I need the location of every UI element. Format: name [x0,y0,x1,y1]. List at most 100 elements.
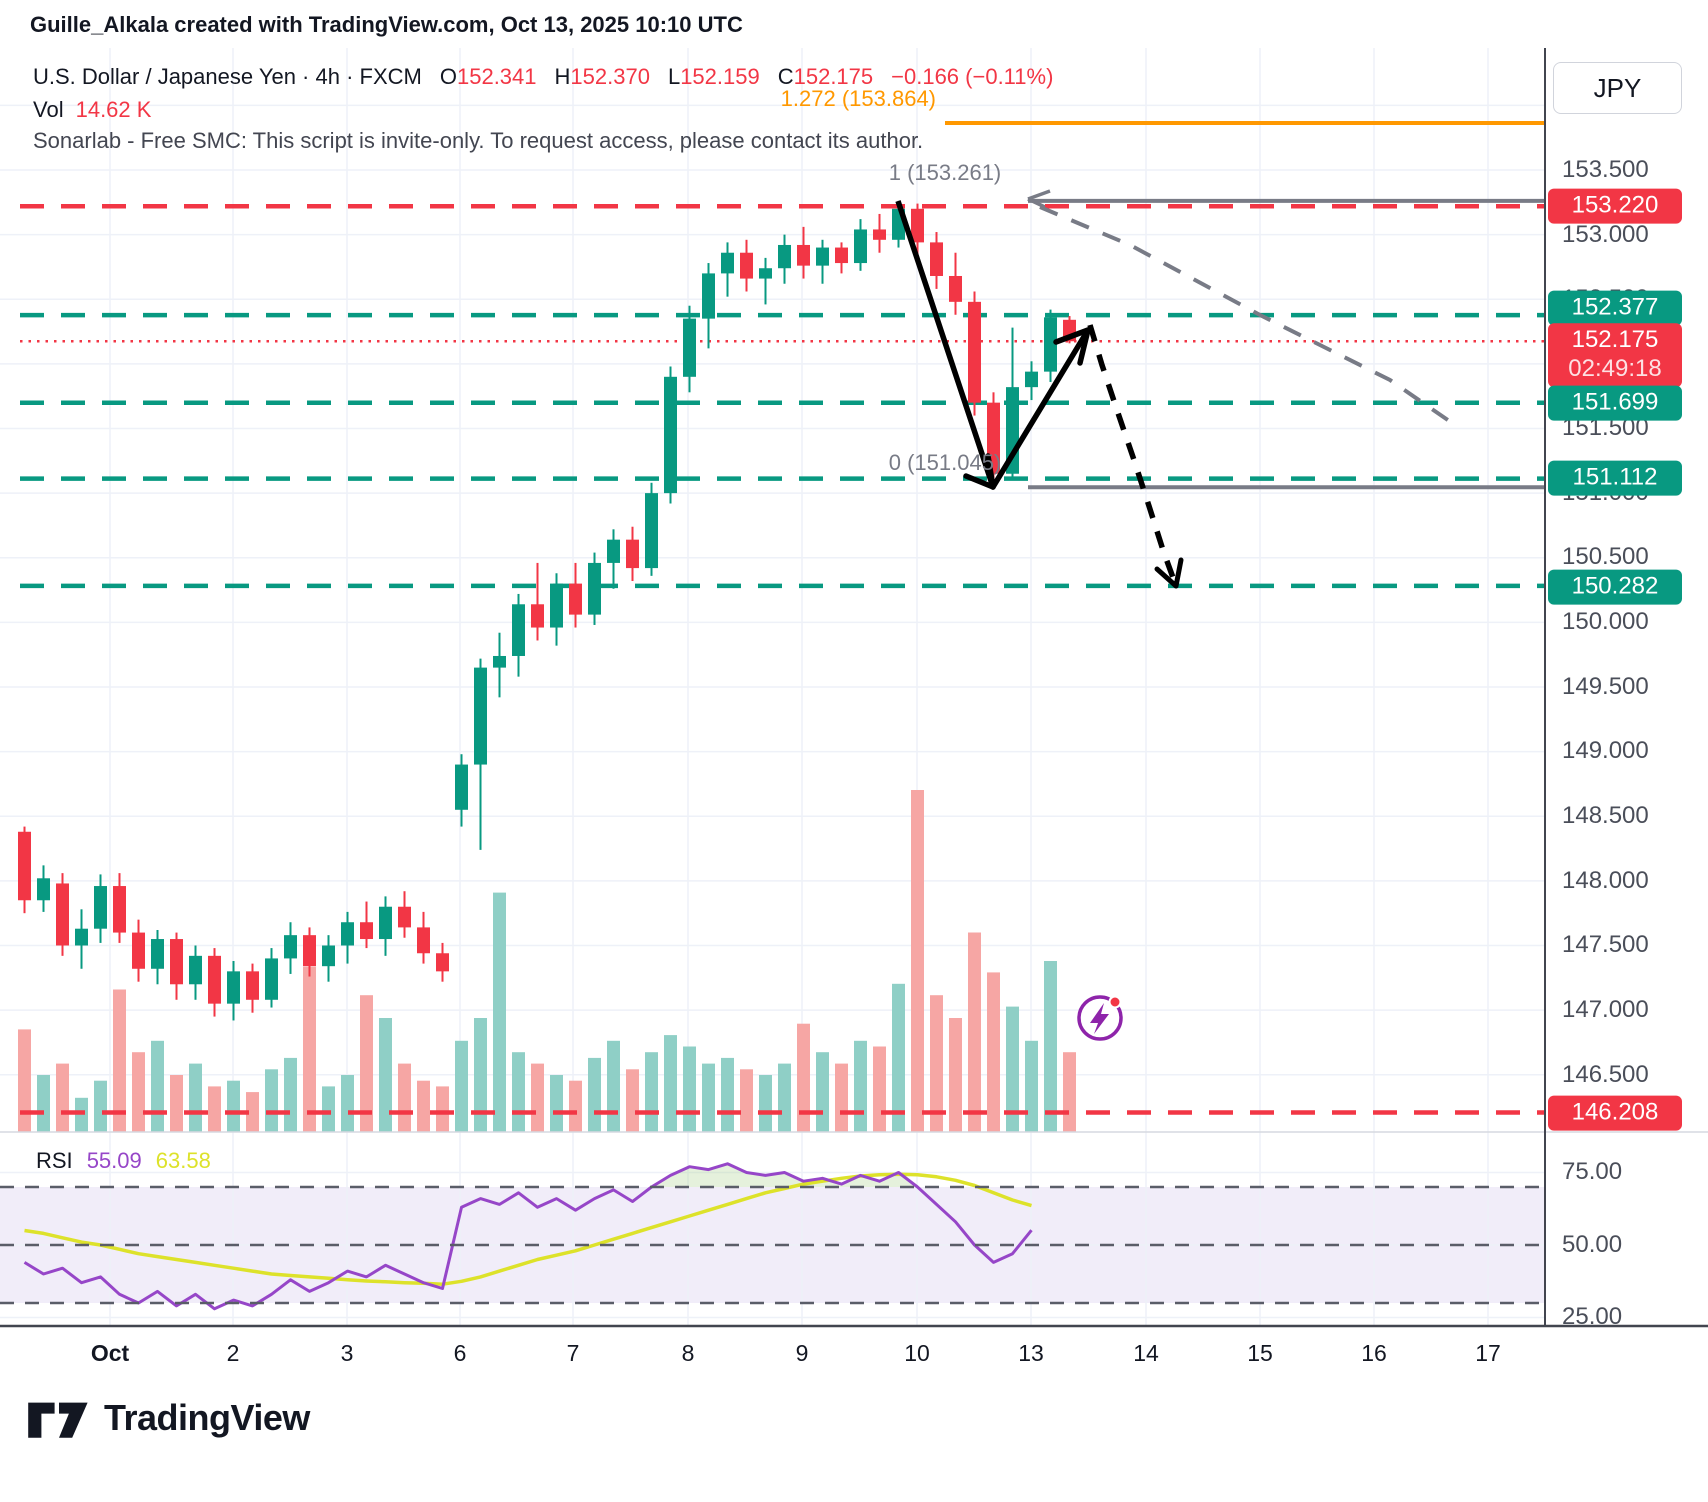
candle-body[interactable] [265,958,278,1000]
volume-bar [341,1075,354,1132]
candle-body[interactable] [759,268,772,279]
projection-dashed-arrow[interactable] [1087,324,1179,587]
candle-body[interactable] [607,539,620,563]
candle-body[interactable] [189,955,202,985]
volume-bar [702,1063,715,1132]
volume-bar [892,983,905,1132]
candle-body[interactable] [816,247,829,266]
price-badge[interactable]: 146.208 [1548,1095,1682,1131]
price-badge[interactable]: 152.377 [1548,290,1682,326]
price-badge[interactable]: 152.175 02:49:18 [1548,323,1682,387]
volume-bar [740,1069,753,1132]
candle-body[interactable] [569,583,582,615]
time-axis-label: 14 [1133,1340,1159,1366]
candle-body[interactable] [911,208,924,243]
script-notice: Sonarlab - Free SMC: This script is invi… [33,128,924,153]
candle-body[interactable] [246,971,259,1000]
trend-projection-gray-dashed[interactable] [1039,205,1457,427]
candle-body[interactable] [588,562,601,615]
price-badge[interactable]: 151.699 [1548,385,1682,421]
volume-bar [227,1080,240,1132]
rsi-value: 55.09 [86,1148,142,1173]
candle-body[interactable] [284,935,297,959]
candle-body[interactable] [626,539,639,569]
candle-body[interactable] [702,273,715,319]
candle-body[interactable] [797,244,810,266]
candle-body[interactable] [322,945,335,967]
candle-body[interactable] [512,604,525,656]
candle-body[interactable] [1025,371,1038,388]
time-axis-label: 13 [1018,1340,1044,1366]
candle-body[interactable] [75,928,88,946]
candle-body[interactable] [550,583,563,628]
time-axis-label: 2 [226,1340,240,1366]
candle-body[interactable] [151,939,164,969]
candle-body[interactable] [930,242,943,276]
candle-body[interactable] [303,935,316,967]
candle-body[interactable] [208,955,221,1004]
candle-body[interactable] [113,886,126,933]
candle-body[interactable] [778,244,791,269]
candle-body[interactable] [493,655,506,668]
volume-bar [151,1040,164,1132]
volume-bar [1063,1052,1076,1132]
close-value: C152.175 [777,64,874,89]
candle-body[interactable] [398,906,411,928]
candle-body[interactable] [835,247,848,264]
attribution-text: Guille_Alkala created with TradingView.c… [30,12,743,37]
time-axis-label: 8 [681,1340,695,1366]
candle-body[interactable] [1044,317,1057,372]
candle-body[interactable] [132,932,145,969]
candle-body[interactable] [18,831,31,901]
candle-body[interactable] [854,229,867,264]
candle-body[interactable] [474,667,487,765]
candle-body[interactable] [968,301,981,403]
candle-body[interactable] [417,927,430,954]
volume-bar [1006,1006,1019,1132]
impulse-arrowhead-down-icon [963,453,996,490]
volume-bar [56,1063,69,1132]
candle-body[interactable] [56,883,69,946]
symbol-title[interactable]: U.S. Dollar / Japanese Yen · 4h · FXCM [33,64,422,89]
volume-bar [835,1063,848,1132]
candle-body[interactable] [37,878,50,901]
volume-bar [322,1086,335,1132]
candle-body[interactable] [645,493,658,569]
price-badge[interactable]: 151.112 [1548,460,1682,496]
rsi-label[interactable]: RSI [36,1148,73,1173]
candle-body[interactable] [873,229,886,240]
candle-body[interactable] [531,604,544,628]
volume-label[interactable]: Vol [33,97,64,122]
price-badge[interactable]: 150.282 [1548,569,1682,605]
rsi-line[interactable] [23,1162,1033,1311]
high-value: H152.370 [554,64,650,89]
notification-dot [1108,995,1122,1009]
candle-body[interactable] [436,953,449,972]
candle-body[interactable] [949,275,962,302]
candle-body[interactable] [721,252,734,274]
tradingview-logo[interactable]: TradingView [28,1396,310,1440]
candle-body[interactable] [740,252,753,279]
volume-bar [588,1057,601,1132]
candle-body[interactable] [683,318,696,377]
fib-one-label[interactable]: 1 (153.261) [888,160,1002,185]
candle-body[interactable] [227,971,240,1004]
rsi-axis-label: 25.00 [1562,1303,1623,1330]
volume-bar [37,1075,50,1132]
fib-zero-label[interactable]: 0 (151.045) [888,450,1002,475]
candle-body[interactable] [664,376,677,494]
candle-body[interactable] [341,922,354,946]
candle-body[interactable] [455,764,468,810]
volume-bar [436,1086,449,1132]
low-value: L152.159 [667,64,760,89]
currency-axis-button[interactable]: JPY [1553,62,1682,114]
candle-body[interactable] [379,906,392,940]
candle-body[interactable] [360,922,373,940]
candle-body[interactable] [94,886,107,929]
candle-body[interactable] [170,939,183,985]
volume-bar [455,1040,468,1132]
fib-extension-label[interactable]: 1.272 (153.864) [780,86,936,111]
volume-bar [1025,1040,1038,1132]
price-badge[interactable]: 153.220 [1548,188,1682,224]
